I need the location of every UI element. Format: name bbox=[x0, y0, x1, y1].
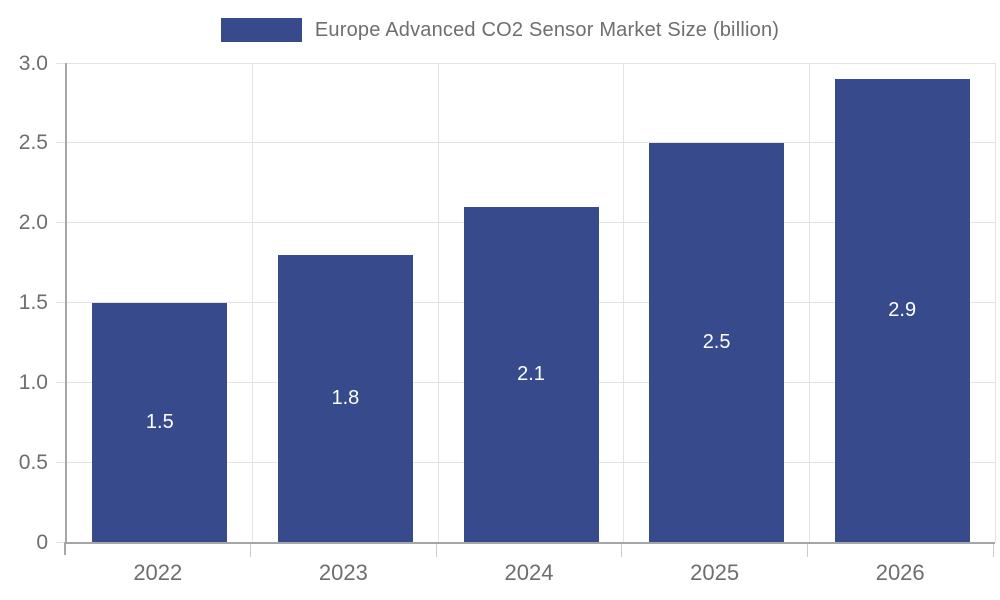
gridline-vertical bbox=[994, 63, 996, 542]
y-tick-mark bbox=[56, 302, 65, 303]
x-tick-mark bbox=[621, 544, 623, 557]
plot-area: 1.5 1.8 2.1 2.5 2.9 bbox=[65, 62, 996, 544]
bar-value-label: 2.9 bbox=[888, 299, 917, 322]
x-tick-label: 2026 bbox=[875, 560, 925, 585]
x-tick-label: 2022 bbox=[133, 560, 183, 585]
bar-value-label: 1.8 bbox=[331, 387, 360, 410]
y-tick-mark bbox=[56, 461, 65, 463]
gridline-vertical bbox=[437, 63, 439, 542]
bar bbox=[92, 302, 228, 542]
gridline-vertical bbox=[808, 63, 810, 542]
y-tick-mark bbox=[56, 62, 65, 64]
bar-value-label: 2.5 bbox=[702, 331, 731, 354]
y-axis-spine-extension bbox=[64, 542, 66, 555]
legend-swatch bbox=[220, 18, 302, 42]
bar bbox=[834, 78, 970, 542]
x-tick-mark bbox=[435, 544, 437, 557]
bar-value-label: 1.5 bbox=[145, 411, 174, 434]
y-tick-mark bbox=[56, 142, 65, 144]
y-tick-label: 2.5 bbox=[18, 131, 48, 155]
x-tick-mark bbox=[992, 544, 994, 557]
x-tick-mark bbox=[806, 544, 808, 557]
bar bbox=[277, 254, 413, 542]
y-tick-label: 1.5 bbox=[18, 291, 48, 314]
x-tick-mark bbox=[250, 544, 252, 557]
x-tick-label: 2025 bbox=[690, 560, 740, 585]
gridline-vertical bbox=[252, 63, 254, 542]
y-tick-label: 0.5 bbox=[18, 450, 48, 474]
chart-legend: Europe Advanced CO2 Sensor Market Size (… bbox=[0, 18, 1000, 42]
y-tick-label: 3.0 bbox=[18, 51, 48, 75]
gridline-horizontal bbox=[67, 142, 995, 144]
y-tick-label: 0 bbox=[36, 530, 48, 554]
y-tick-label: 2.0 bbox=[18, 211, 48, 235]
bar-value-label: 2.1 bbox=[517, 363, 545, 386]
x-tick-label: 2023 bbox=[318, 560, 368, 585]
bar bbox=[649, 142, 785, 542]
x-tick-label: 2024 bbox=[504, 560, 554, 585]
y-tick-mark bbox=[56, 222, 65, 224]
bar bbox=[463, 206, 599, 542]
legend-label: Europe Advanced CO2 Sensor Market Size (… bbox=[314, 18, 780, 41]
y-tick-label: 1.0 bbox=[18, 370, 48, 394]
y-tick-mark bbox=[56, 541, 65, 543]
gridline-horizontal bbox=[67, 62, 995, 64]
y-tick-mark bbox=[56, 381, 65, 383]
gridline-vertical bbox=[623, 63, 625, 542]
